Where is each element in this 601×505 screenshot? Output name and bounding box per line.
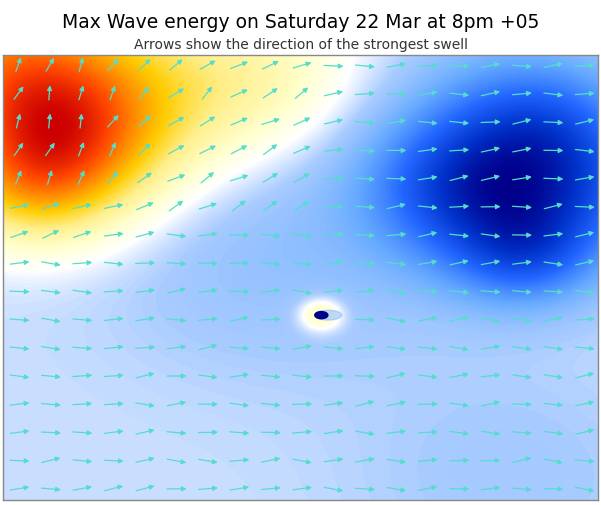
Text: Max Wave energy on Saturday 22 Mar at 8pm +05: Max Wave energy on Saturday 22 Mar at 8p… xyxy=(62,13,539,32)
Text: Arrows show the direction of the strongest swell: Arrows show the direction of the stronge… xyxy=(133,38,468,52)
Ellipse shape xyxy=(315,311,342,320)
Ellipse shape xyxy=(315,312,328,319)
